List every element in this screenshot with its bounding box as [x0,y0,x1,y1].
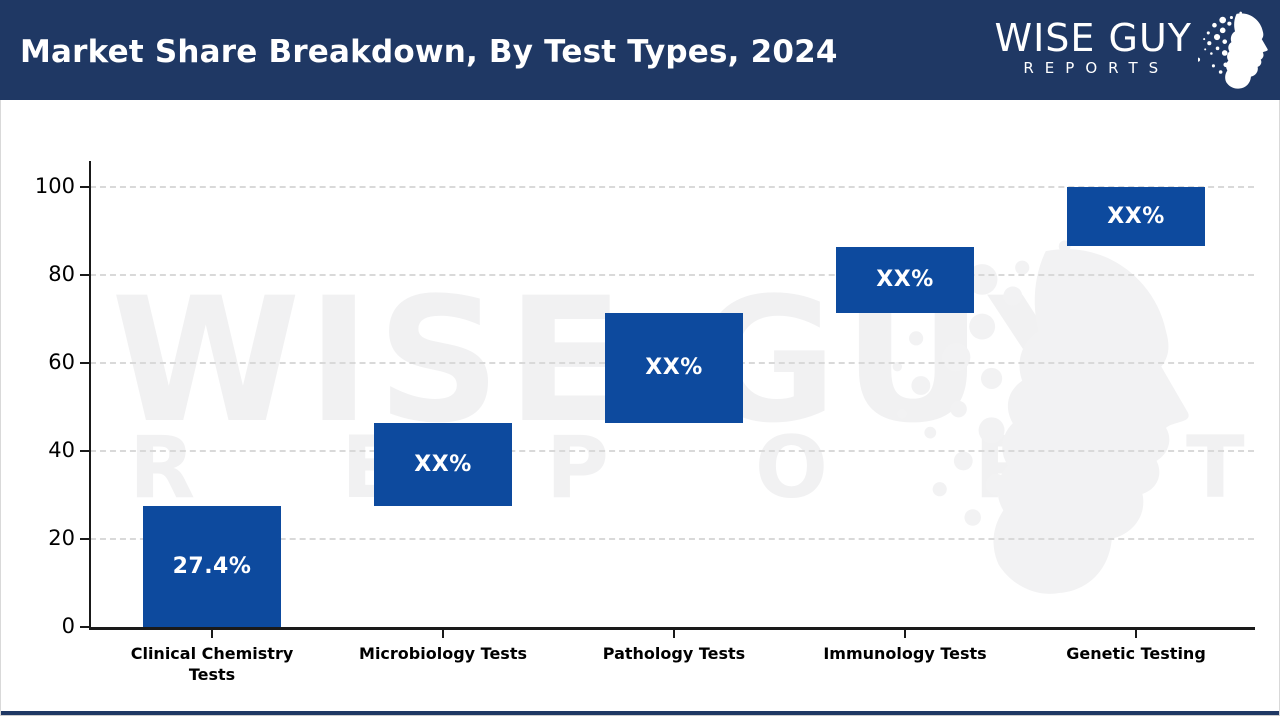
x-tick-2 [442,630,444,638]
bar-2: XX% [374,422,512,507]
chart-area: WISE GUY R E P O R T S 02040608010027.4%… [0,100,1280,716]
bar-value-label: XX% [876,267,934,293]
bar-4: XX% [836,246,974,313]
y-tick-100 [80,186,89,188]
y-tick-label: 80 [48,262,75,286]
brand-logo: WISE GUY REPORTS [995,6,1270,96]
x-category-label: Immunology Tests [823,644,987,663]
bar-3: XX% [605,312,743,423]
y-tick-20 [80,538,89,540]
y-tick-0 [80,626,89,628]
y-tick-40 [80,450,89,452]
x-axis [89,627,1255,630]
gridline-80 [90,274,1254,276]
brand-subtitle: REPORTS [1023,59,1170,77]
y-tick-label: 40 [48,438,75,462]
gridline-100 [90,186,1254,188]
y-axis [89,160,91,630]
brand-face-icon [1198,11,1268,89]
x-category-label: Pathology Tests [602,644,746,663]
x-tick-1 [211,630,213,638]
x-tick-3 [673,630,675,638]
x-tick-4 [904,630,906,638]
bar-1: 27.4% [143,506,281,627]
footer-bar [1,711,1279,715]
y-tick-label: 20 [48,526,75,550]
bar-value-label: 27.4% [172,554,252,580]
brand-name: WISE GUY [994,16,1192,60]
y-tick-label: 100 [34,174,75,198]
y-tick-60 [80,362,89,364]
bar-value-label: XX% [1107,203,1165,229]
chart-title: Market Share Breakdown, By Test Types, 2… [20,34,838,70]
x-category-label: Genetic Testing [1066,644,1206,663]
y-tick-label: 0 [61,614,75,638]
bar-value-label: XX% [414,452,472,478]
gridline-20 [90,538,1254,540]
bar-value-label: XX% [645,355,703,381]
watermark-text-2: R E P O R T S [129,418,1279,518]
header: Market Share Breakdown, By Test Types, 2… [0,0,1280,100]
gridline-40 [90,450,1254,452]
y-tick-label: 60 [48,350,75,374]
x-tick-5 [1135,630,1137,638]
y-tick-80 [80,274,89,276]
x-category-label: Clinical Chemistry Tests [130,644,294,684]
brand-logo-text: WISE GUY REPORTS [995,18,1192,77]
bar-5: XX% [1067,187,1205,246]
x-category-label: Microbiology Tests [359,644,527,663]
